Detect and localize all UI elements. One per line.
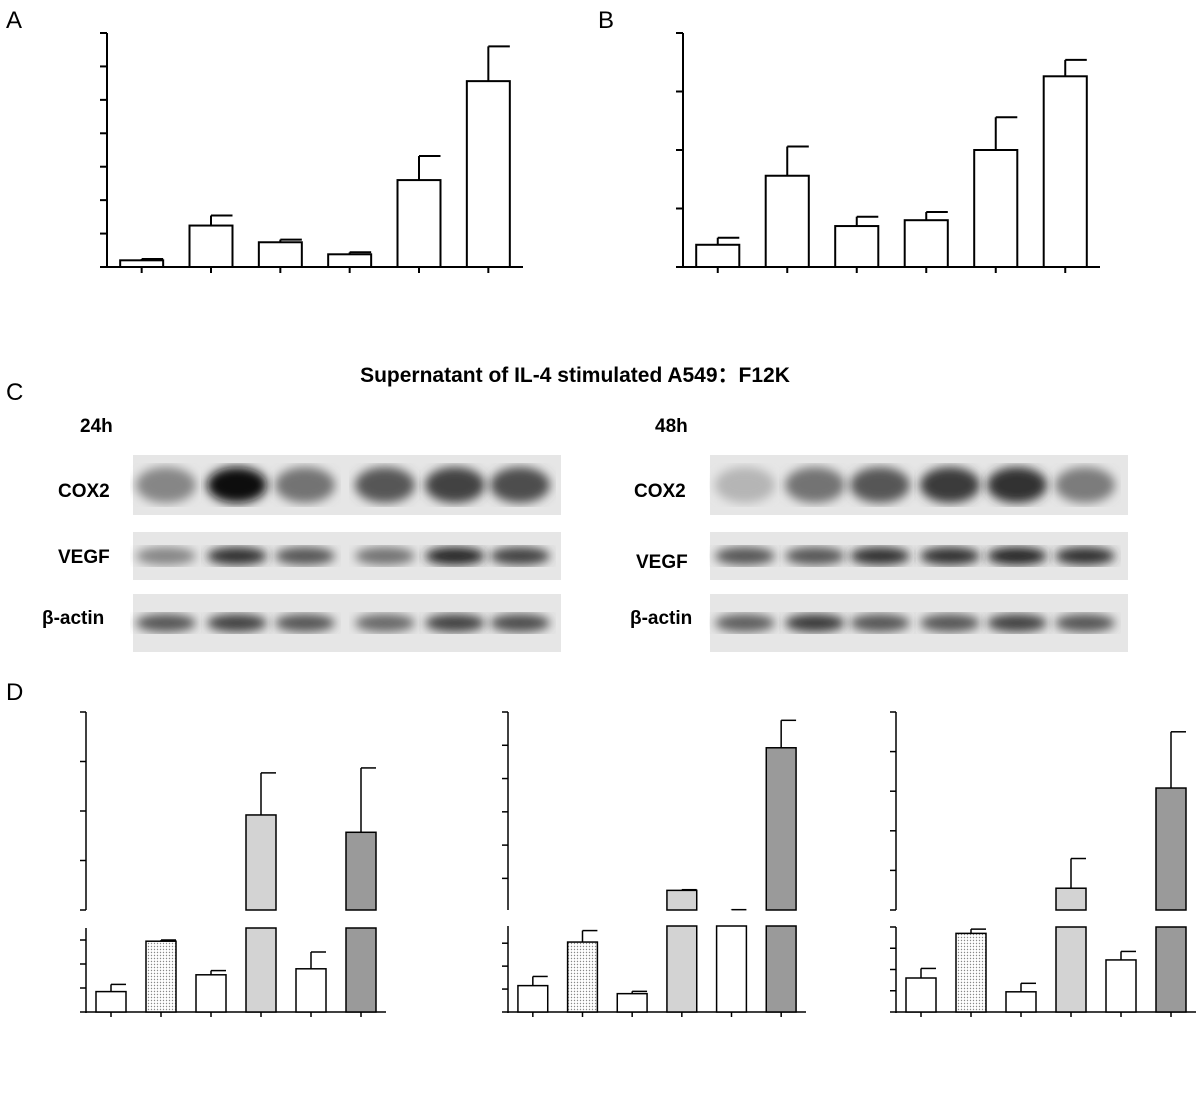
bar bbox=[195, 974, 227, 1013]
blot-band bbox=[850, 467, 910, 503]
blot-band bbox=[1055, 467, 1115, 503]
blot-strip-beta_actin bbox=[133, 594, 561, 652]
bar bbox=[327, 253, 373, 269]
bar bbox=[616, 992, 648, 1013]
blot-band bbox=[987, 614, 1047, 632]
bar-upper-segment bbox=[666, 889, 698, 911]
blot-band bbox=[490, 467, 550, 503]
chart-d3-vegf bbox=[890, 711, 1196, 1017]
blot-band bbox=[207, 547, 267, 565]
western-blot: Supernatant of IL-4 stimulated A549：F12K… bbox=[42, 364, 1128, 652]
blot-row-actin-left: β-actin bbox=[42, 608, 104, 629]
bar bbox=[257, 241, 303, 269]
blot-time-24h: 24h bbox=[80, 416, 113, 437]
blot-band bbox=[1055, 547, 1115, 565]
blot-band bbox=[785, 614, 845, 632]
blot-row-vegf-right: VEGF bbox=[636, 552, 688, 573]
bar bbox=[903, 219, 949, 268]
blot-band bbox=[1055, 614, 1115, 632]
bar bbox=[465, 80, 511, 268]
bar-upper-segment bbox=[245, 814, 277, 911]
blot-band bbox=[425, 467, 485, 503]
blot-band bbox=[425, 547, 485, 565]
blot-title: Supernatant of IL-4 stimulated A549：F12K bbox=[360, 364, 790, 387]
blot-strips bbox=[133, 455, 1128, 652]
bar bbox=[834, 225, 880, 269]
blot-band bbox=[490, 614, 550, 632]
blot-band bbox=[355, 614, 415, 632]
blot-band bbox=[355, 547, 415, 565]
bar bbox=[145, 940, 177, 1013]
panel-letter-c: C bbox=[6, 379, 23, 406]
blot-strip-cox2 bbox=[133, 455, 561, 515]
bar-lower-segment bbox=[715, 925, 748, 1013]
blot-band bbox=[207, 614, 267, 632]
blot-row-cox2-left: COX2 bbox=[58, 481, 110, 502]
bar bbox=[119, 259, 165, 269]
bar bbox=[95, 990, 127, 1013]
blot-band bbox=[207, 467, 267, 503]
bar-lower-segment bbox=[345, 927, 377, 1013]
chart-d1-prmt1 bbox=[80, 711, 386, 1017]
blot-strip-vegf bbox=[133, 532, 561, 580]
bar-upper-segment bbox=[765, 747, 797, 911]
blot-band bbox=[920, 547, 980, 565]
blot-band bbox=[490, 547, 550, 565]
blot-band bbox=[850, 614, 910, 632]
bar bbox=[188, 224, 234, 268]
panel-letter-d: D bbox=[6, 679, 23, 706]
blot-band bbox=[850, 547, 910, 565]
chart-b-vegf bbox=[676, 32, 1100, 273]
panel-letter-a: A bbox=[6, 7, 22, 34]
blot-time-48h: 48h bbox=[655, 416, 688, 437]
bar bbox=[1105, 959, 1137, 1013]
chart-d2-cox2 bbox=[502, 711, 806, 1017]
bar bbox=[973, 149, 1019, 268]
blot-band bbox=[355, 467, 415, 503]
bar bbox=[295, 968, 327, 1013]
blot-band bbox=[715, 547, 775, 565]
blot-band bbox=[275, 614, 335, 632]
blot-band bbox=[987, 467, 1047, 503]
bar-lower-segment bbox=[666, 925, 698, 1013]
blot-band bbox=[920, 467, 980, 503]
blot-band bbox=[785, 547, 845, 565]
blot-row-cox2-right: COX2 bbox=[634, 481, 686, 502]
blot-band bbox=[136, 614, 196, 632]
blot-band bbox=[136, 467, 196, 503]
bar bbox=[566, 941, 599, 1013]
bar bbox=[517, 984, 549, 1013]
blot-band bbox=[275, 547, 335, 565]
bar-upper-segment bbox=[1055, 887, 1087, 911]
blot-band bbox=[425, 614, 485, 632]
bar-lower-segment bbox=[1055, 926, 1087, 1013]
bar bbox=[764, 174, 810, 269]
blot-row-vegf-left: VEGF bbox=[58, 547, 110, 568]
bar bbox=[396, 179, 442, 268]
blot-band bbox=[987, 547, 1047, 565]
bar-upper-segment bbox=[1155, 787, 1187, 911]
blot-band bbox=[715, 614, 775, 632]
blot-row-actin-right: β-actin bbox=[630, 608, 692, 629]
blot-band bbox=[920, 614, 980, 632]
blot-band bbox=[275, 467, 335, 503]
panel-letter-b: B bbox=[598, 7, 614, 34]
bar bbox=[1042, 75, 1088, 269]
bar-lower-segment bbox=[245, 927, 277, 1013]
chart-a-cox2 bbox=[100, 32, 523, 273]
bar-lower-segment bbox=[1155, 926, 1187, 1013]
blot-band bbox=[785, 467, 845, 503]
bar bbox=[905, 977, 937, 1013]
bar bbox=[695, 243, 741, 269]
blot-band bbox=[136, 547, 196, 565]
bar-lower-segment bbox=[765, 925, 797, 1013]
bar bbox=[1005, 991, 1037, 1013]
blot-band bbox=[715, 467, 775, 503]
bar bbox=[955, 932, 987, 1013]
bar-upper-segment bbox=[345, 831, 377, 911]
